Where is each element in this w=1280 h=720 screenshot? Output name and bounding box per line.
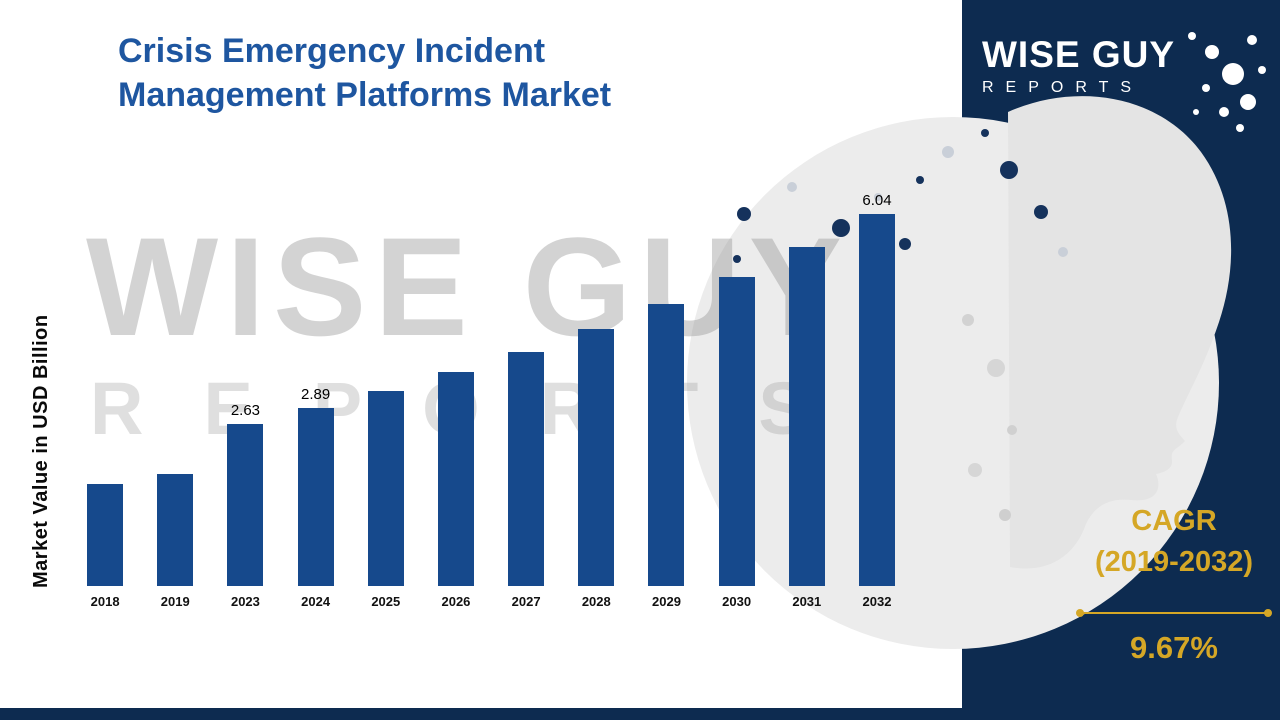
bar: [858, 214, 895, 586]
bar-value-label: 2.89: [301, 386, 331, 403]
x-axis-tick-label: 2025: [371, 594, 401, 609]
x-axis-tick-label: 2026: [441, 594, 471, 609]
cagr-range: (2019-2032): [1095, 546, 1253, 578]
brand-logo: WISE GUY REPORTS: [982, 34, 1175, 97]
bar: [87, 484, 124, 586]
cagr-value: 9.67%: [1130, 630, 1218, 665]
x-axis-tick-label: 2019: [160, 594, 190, 609]
page-title-line2: Management Platforms Market: [118, 75, 612, 114]
bar: [437, 372, 474, 586]
bar-column: 2028: [561, 158, 631, 610]
x-axis-tick-label: 2024: [301, 594, 331, 609]
x-axis-tick-label: 2018: [90, 594, 120, 609]
x-axis-tick-label: 2028: [581, 594, 611, 609]
brand-logo-line1: WISE GUY: [982, 34, 1176, 75]
x-axis-tick-label: 2023: [230, 594, 260, 609]
cagr-block: CAGR (2019-2032): [1072, 505, 1276, 579]
bar-column: 2027: [491, 158, 561, 610]
bar-column: 2025: [351, 158, 421, 610]
bar-column: 2.89 2024: [281, 158, 351, 610]
y-axis-label: Market Value in USD Billion: [30, 314, 52, 588]
bar-column: 2029: [631, 158, 701, 610]
page-title: Crisis Emergency Incident Management Pla…: [118, 30, 611, 117]
page-title-line1: Crisis Emergency Incident: [118, 32, 546, 70]
bar: [297, 408, 334, 586]
bar: [578, 329, 615, 586]
bar-column: 2019: [140, 158, 210, 610]
bar-value-label: 6.04: [862, 192, 892, 209]
x-axis-tick-label: 2027: [511, 594, 541, 609]
bar: [648, 304, 685, 586]
cagr-divider-line: [1076, 609, 1272, 617]
bar-column: 2018: [70, 158, 140, 610]
x-axis-tick-label: 2029: [652, 594, 681, 609]
brand-logo-line2: REPORTS: [982, 79, 1144, 96]
cagr-label: CAGR: [1131, 505, 1217, 537]
bar-column: 2030: [702, 158, 772, 610]
bar-chart: 2018 2019 2.63 2023 2.89 2024 2025 2026 2027 2028…: [70, 158, 912, 610]
bar-column: 6.04 2032: [842, 158, 912, 610]
bar: [788, 247, 825, 586]
bar: [157, 474, 194, 586]
bottom-accent-bar: [0, 708, 1280, 720]
bar-column: 2026: [421, 158, 491, 610]
x-axis-tick-label: 2032: [862, 594, 892, 609]
bar: [508, 352, 545, 586]
bar: [227, 424, 264, 586]
bar-value-label: 2.63: [230, 402, 261, 419]
bar: [367, 391, 404, 586]
bar-column: 2.63 2023: [210, 158, 280, 610]
bar: [718, 277, 755, 586]
x-axis-tick-label: 2030: [722, 594, 752, 609]
bar-column: 2031: [772, 158, 842, 610]
x-axis-tick-label: 2031: [792, 594, 822, 609]
